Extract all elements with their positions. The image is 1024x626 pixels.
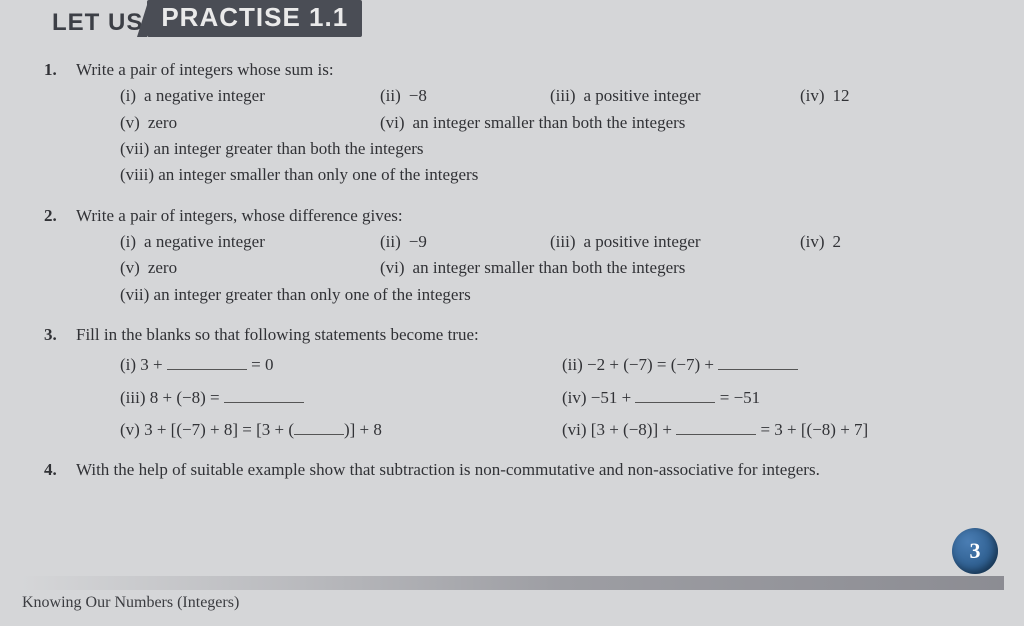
q1-row1: (i)a negative integer (ii)−8 (iii)a posi… [76, 83, 984, 109]
q4-number: 4. [44, 457, 57, 483]
page: LET US PRACTISE 1.1 1. Write a pair of i… [0, 0, 1024, 626]
q2-opt-ii: (ii)−9 [380, 229, 550, 255]
q1-opt-ii: (ii)−8 [380, 83, 550, 109]
q3-opt-ii: (ii) −2 + (−7) = (−7) + [562, 352, 984, 378]
q3-opt-iv: (iv) −51 + = −51 [562, 385, 984, 411]
q3-opt-iii: (iii) 8 + (−8) = [120, 385, 542, 411]
blank [676, 420, 756, 435]
header-practise: PRACTISE 1.1 [147, 0, 362, 37]
q1-opt-iii: (iii)a positive integer [550, 83, 800, 109]
q2-opt-iv: (iv)2 [800, 229, 871, 255]
question-1: 1. Write a pair of integers whose sum is… [40, 57, 984, 189]
q2-opt-v: (v)zero [120, 255, 380, 281]
q4-text: With the help of suitable example show t… [76, 460, 820, 479]
q1-opt-v: (v)zero [120, 110, 380, 136]
blank [224, 387, 304, 402]
q2-text: Write a pair of integers, whose differen… [76, 206, 403, 225]
blank [294, 420, 344, 435]
footer-rule: 3 [20, 576, 1004, 590]
q3-opt-vi: (vi) [3 + (−8)] + = 3 + [(−8) + 7] [562, 417, 984, 443]
header-let: LET [52, 9, 100, 36]
blank [718, 355, 798, 370]
blank [167, 355, 247, 370]
footer-text: Knowing Our Numbers (Integers) [22, 594, 1004, 612]
q1-opt-iv: (iv)12 [800, 83, 880, 109]
q3-opt-i: (i) 3 + = 0 [120, 352, 542, 378]
q2-opt-iii: (iii)a positive integer [550, 229, 800, 255]
question-2: 2. Write a pair of integers, whose diffe… [40, 203, 984, 308]
q1-opt-i: (i)a negative integer [120, 83, 380, 109]
footer: 3 Knowing Our Numbers (Integers) [0, 576, 1024, 612]
section-header: LET US PRACTISE 1.1 [52, 0, 362, 37]
q2-number: 2. [44, 203, 57, 229]
q2-row2: (v)zero (vi)an integer smaller than both… [76, 255, 984, 281]
q1-opt-vi: (vi)an integer smaller than both the int… [380, 110, 715, 136]
q1-row2: (v)zero (vi)an integer smaller than both… [76, 110, 984, 136]
q3-text: Fill in the blanks so that following sta… [76, 325, 479, 344]
blank [635, 387, 715, 402]
q1-opt-vii: (vii) an integer greater than both the i… [76, 136, 984, 162]
question-4: 4. With the help of suitable example sho… [40, 457, 984, 483]
q3-opt-v: (v) 3 + [(−7) + 8] = [3 + ()] + 8 [120, 417, 542, 443]
q1-opt-viii: (viii) an integer smaller than only one … [76, 162, 984, 188]
q1-text: Write a pair of integers whose sum is: [76, 60, 334, 79]
q3-number: 3. [44, 322, 57, 348]
question-3: 3. Fill in the blanks so that following … [40, 322, 984, 443]
q2-opt-vi: (vi)an integer smaller than both the int… [380, 255, 715, 281]
header-let-us: LET US [52, 9, 143, 37]
content: 1. Write a pair of integers whose sum is… [40, 57, 984, 484]
q3-grid: (i) 3 + = 0 (ii) −2 + (−7) = (−7) + (iii… [76, 352, 984, 443]
q2-opt-vii: (vii) an integer greater than only one o… [76, 282, 984, 308]
q2-opt-i: (i)a negative integer [120, 229, 380, 255]
q1-number: 1. [44, 57, 57, 83]
page-number-badge: 3 [952, 528, 998, 574]
q2-row1: (i)a negative integer (ii)−9 (iii)a posi… [76, 229, 984, 255]
